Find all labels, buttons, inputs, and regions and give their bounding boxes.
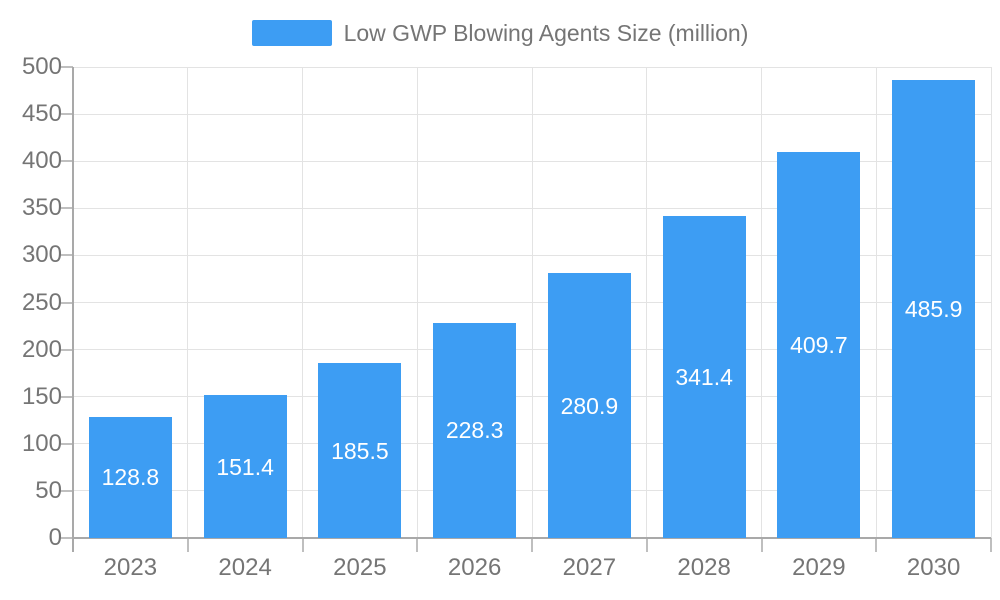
x-axis-tick (186, 538, 189, 552)
bar-value-label: 280.9 (560, 392, 619, 419)
bar-value-label: 341.4 (675, 364, 733, 391)
x-gridline (875, 67, 877, 538)
y-axis-tick-label: 250 (21, 288, 62, 316)
bar-value-label: 228.3 (445, 417, 504, 444)
bar-value-label: 128.8 (101, 464, 160, 491)
legend-swatch-icon[interactable] (251, 20, 332, 46)
x-axis-tick (875, 538, 878, 552)
x-axis-tick (531, 538, 533, 552)
x-axis-tick-label: 2027 (562, 554, 617, 581)
x-axis-tick-label: 2026 (447, 554, 502, 581)
y-axis-tick (61, 301, 73, 304)
bar-value-label: 185.5 (331, 437, 389, 464)
y-axis-tick-label: 350 (21, 194, 62, 222)
y-axis-tick-label: 50 (35, 476, 62, 504)
y-axis-tick-label: 450 (21, 100, 62, 128)
y-axis-tick (61, 489, 73, 492)
bar[interactable] (777, 152, 861, 538)
y-axis-tick-label: 200 (21, 335, 62, 363)
x-axis-tick (645, 538, 648, 552)
bar[interactable] (892, 80, 976, 538)
y-axis-tick (61, 254, 73, 257)
x-axis-line (73, 537, 991, 539)
x-gridline (187, 67, 189, 538)
y-axis-tick (61, 207, 73, 210)
x-gridline (990, 67, 992, 538)
x-axis-tick-label: 2025 (333, 554, 387, 581)
legend: Low GWP Blowing Agents Size (million) (0, 14, 1000, 52)
bar[interactable] (318, 363, 402, 538)
x-gridline (761, 67, 762, 538)
x-axis-tick (301, 538, 304, 552)
x-gridline (416, 67, 418, 538)
x-axis-tick (416, 538, 419, 552)
y-axis-tick-label: 150 (21, 382, 62, 410)
x-axis-tick-label: 2023 (103, 554, 158, 581)
bar-value-label: 151.4 (216, 453, 274, 480)
y-axis-tick (61, 395, 73, 398)
x-axis-tick (760, 538, 763, 552)
bar[interactable] (203, 395, 287, 538)
x-axis-tick-label: 2024 (218, 554, 272, 581)
x-gridline (302, 67, 303, 538)
y-axis-tick (61, 442, 73, 445)
y-axis-tick-label: 300 (21, 241, 62, 269)
bar[interactable] (547, 273, 631, 538)
y-axis-line (72, 67, 74, 552)
bar[interactable] (433, 322, 517, 538)
x-axis-tick-label: 2030 (906, 554, 961, 581)
y-axis-tick-label: 500 (21, 53, 62, 80)
x-gridline (531, 67, 533, 538)
y-axis-tick (61, 113, 73, 116)
bar[interactable] (662, 216, 746, 538)
y-axis-tick (61, 537, 73, 539)
bar[interactable] (88, 416, 172, 538)
x-axis-tick-label: 2029 (792, 554, 846, 581)
y-axis-tick-label: 400 (21, 147, 62, 175)
y-axis-tick (61, 66, 73, 68)
y-axis-tick-label: 100 (21, 429, 62, 457)
x-axis-tick (990, 538, 992, 552)
x-gridline (646, 67, 648, 538)
y-axis-tick (61, 348, 73, 351)
y-axis-tick (61, 160, 73, 163)
legend-item-label[interactable]: Low GWP Blowing Agents Size (million) (343, 20, 749, 46)
bar-value-label: 485.9 (904, 296, 963, 323)
bar-value-label: 409.7 (790, 332, 848, 359)
x-axis-tick-label: 2028 (677, 554, 731, 581)
y-axis-tick-label: 0 (48, 524, 62, 551)
